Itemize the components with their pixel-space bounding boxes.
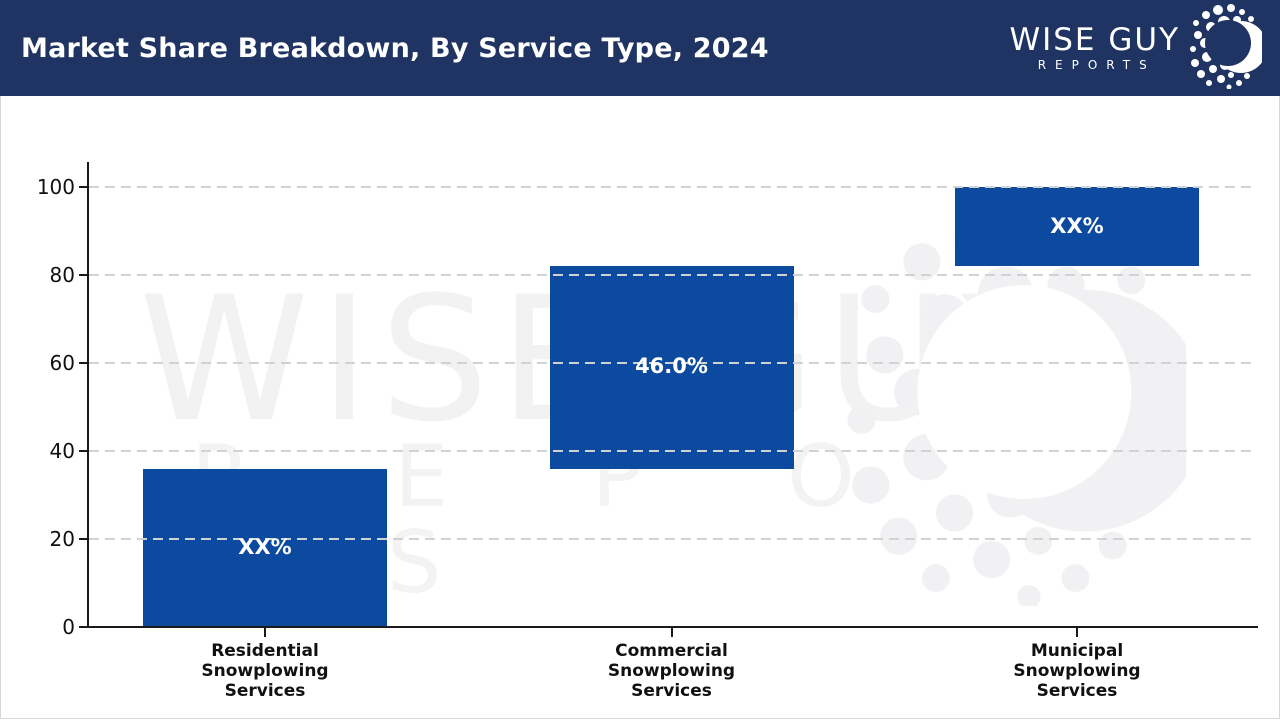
dotted-head-icon [1184,3,1267,93]
bar-value-label: XX% [1050,213,1104,238]
x-tick-mark [264,628,266,637]
y-tick-label: 60 [49,351,75,375]
y-tick-mark [79,626,87,628]
y-tick-mark [79,450,87,452]
x-tick-label: Municipal Snowplowing Services [1013,641,1141,701]
y-tick-label: 0 [62,615,75,639]
x-tick-label: Residential Snowplowing Services [201,641,329,701]
plot-area: WISE GUY R E P O R T S [1,96,1279,718]
x-tick-label: Commercial Snowplowing Services [607,641,736,701]
watermark-head-icon [816,206,1206,610]
gridline-100 [89,186,1256,188]
wiseguy-logo: WISE GUY REPORTS [1009,3,1280,93]
bar-segment [143,468,387,627]
logo-wordmark: WISE GUY [1009,22,1180,58]
gridline-40 [89,450,1256,452]
logo-subtitle: REPORTS [1037,58,1156,72]
x-tick-mark [670,628,673,637]
y-tick-mark [79,362,87,364]
bar-segment [549,266,794,469]
y-axis-spine [87,162,89,628]
y-tick-label: 100 [36,175,75,199]
bar-value-label: 46.0% [635,354,708,379]
x-tick-mark [1076,628,1078,637]
y-tick-label: 20 [49,527,75,551]
y-tick-mark [79,186,87,188]
header-bar: Market Share Breakdown, By Service Type,… [0,0,1280,96]
gridline-20 [89,538,1256,540]
gridline-80 [89,274,1256,276]
y-tick-label: 80 [49,263,75,287]
y-tick-label: 40 [49,439,75,463]
y-tick-mark [79,274,87,276]
logo-text: WISE GUY REPORTS [1009,24,1180,72]
bar-value-label: XX% [238,534,292,559]
x-axis-spine [87,626,1258,628]
y-tick-mark [79,538,87,540]
bar-segment [955,187,1199,267]
gridline-60 [89,362,1256,364]
chart-title: Market Share Breakdown, By Service Type,… [21,32,769,64]
